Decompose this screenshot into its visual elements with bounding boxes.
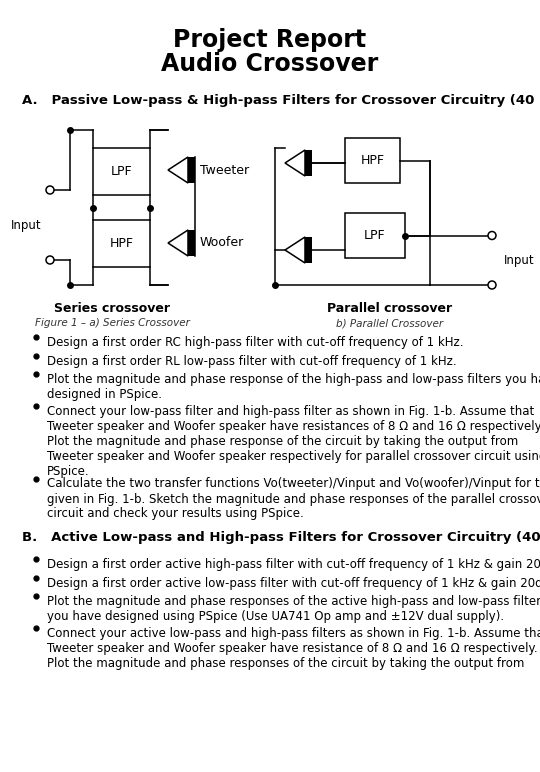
Text: Input: Input [504,254,535,267]
Text: Input: Input [11,218,42,232]
Text: HPF: HPF [361,154,384,167]
Bar [305,237,312,263]
Text: Design a first order active high-pass filter with cut-off frequency of 1 kHz & g: Design a first order active high-pass fi… [47,558,540,571]
Text: Parallel crossover: Parallel crossover [327,302,453,315]
Circle shape [488,232,496,239]
Text: Connect your active low-pass and high-pass filters as shown in Fig. 1-b. Assume : Connect your active low-pass and high-pa… [47,627,540,670]
Text: Series crossover: Series crossover [54,302,170,315]
Text: Plot the magnitude and phase responses of the active high-pass and low-pass filt: Plot the magnitude and phase responses o… [47,595,540,623]
Bar [345,213,405,258]
Text: b) Parallel Crossover: b) Parallel Crossover [336,318,443,328]
Polygon shape [168,230,188,256]
Text: Design a first order active low-pass filter with cut-off frequency of 1 kHz & ga: Design a first order active low-pass fil… [47,577,540,590]
Circle shape [46,256,54,264]
Bar [93,220,150,267]
Polygon shape [168,157,188,183]
Text: Design a first order RL low-pass filter with cut-off frequency of 1 kHz.: Design a first order RL low-pass filter … [47,354,457,367]
Text: Project Report: Project Report [173,28,367,52]
Text: B.   Active Low-pass and High-pass Filters for Crossover Circuitry (40 pts): B. Active Low-pass and High-pass Filters… [22,531,540,544]
Text: Tweeter: Tweeter [200,164,249,177]
Text: Calculate the two transfer functions Vo(tweeter)/Vinput and Vo(woofer)/Vinput fo: Calculate the two transfer functions Vo(… [47,478,540,520]
Bar [188,157,195,183]
Polygon shape [285,237,305,263]
Circle shape [46,186,54,194]
Text: Connect your low-pass filter and high-pass filter as shown in Fig. 1-b. Assume t: Connect your low-pass filter and high-pa… [47,405,540,478]
Text: Figure 1 – a) Series Crossover: Figure 1 – a) Series Crossover [35,318,190,328]
Bar [305,150,312,176]
Text: HPF: HPF [110,237,133,250]
Text: Audio Crossover: Audio Crossover [161,52,379,76]
Text: LPF: LPF [364,229,386,242]
Bar [93,148,150,195]
Bar [345,138,400,183]
Text: Design a first order RC high-pass filter with cut-off frequency of 1 kHz.: Design a first order RC high-pass filter… [47,336,463,349]
Circle shape [488,281,496,289]
Text: LPF: LPF [111,165,132,178]
Text: A.   Passive Low-pass & High-pass Filters for Crossover Circuitry (40 pts): A. Passive Low-pass & High-pass Filters … [22,94,540,107]
Bar [188,230,195,256]
Polygon shape [285,150,305,176]
Text: Plot the magnitude and phase response of the high-pass and low-pass filters you : Plot the magnitude and phase response of… [47,373,540,401]
Text: Woofer: Woofer [200,236,244,249]
